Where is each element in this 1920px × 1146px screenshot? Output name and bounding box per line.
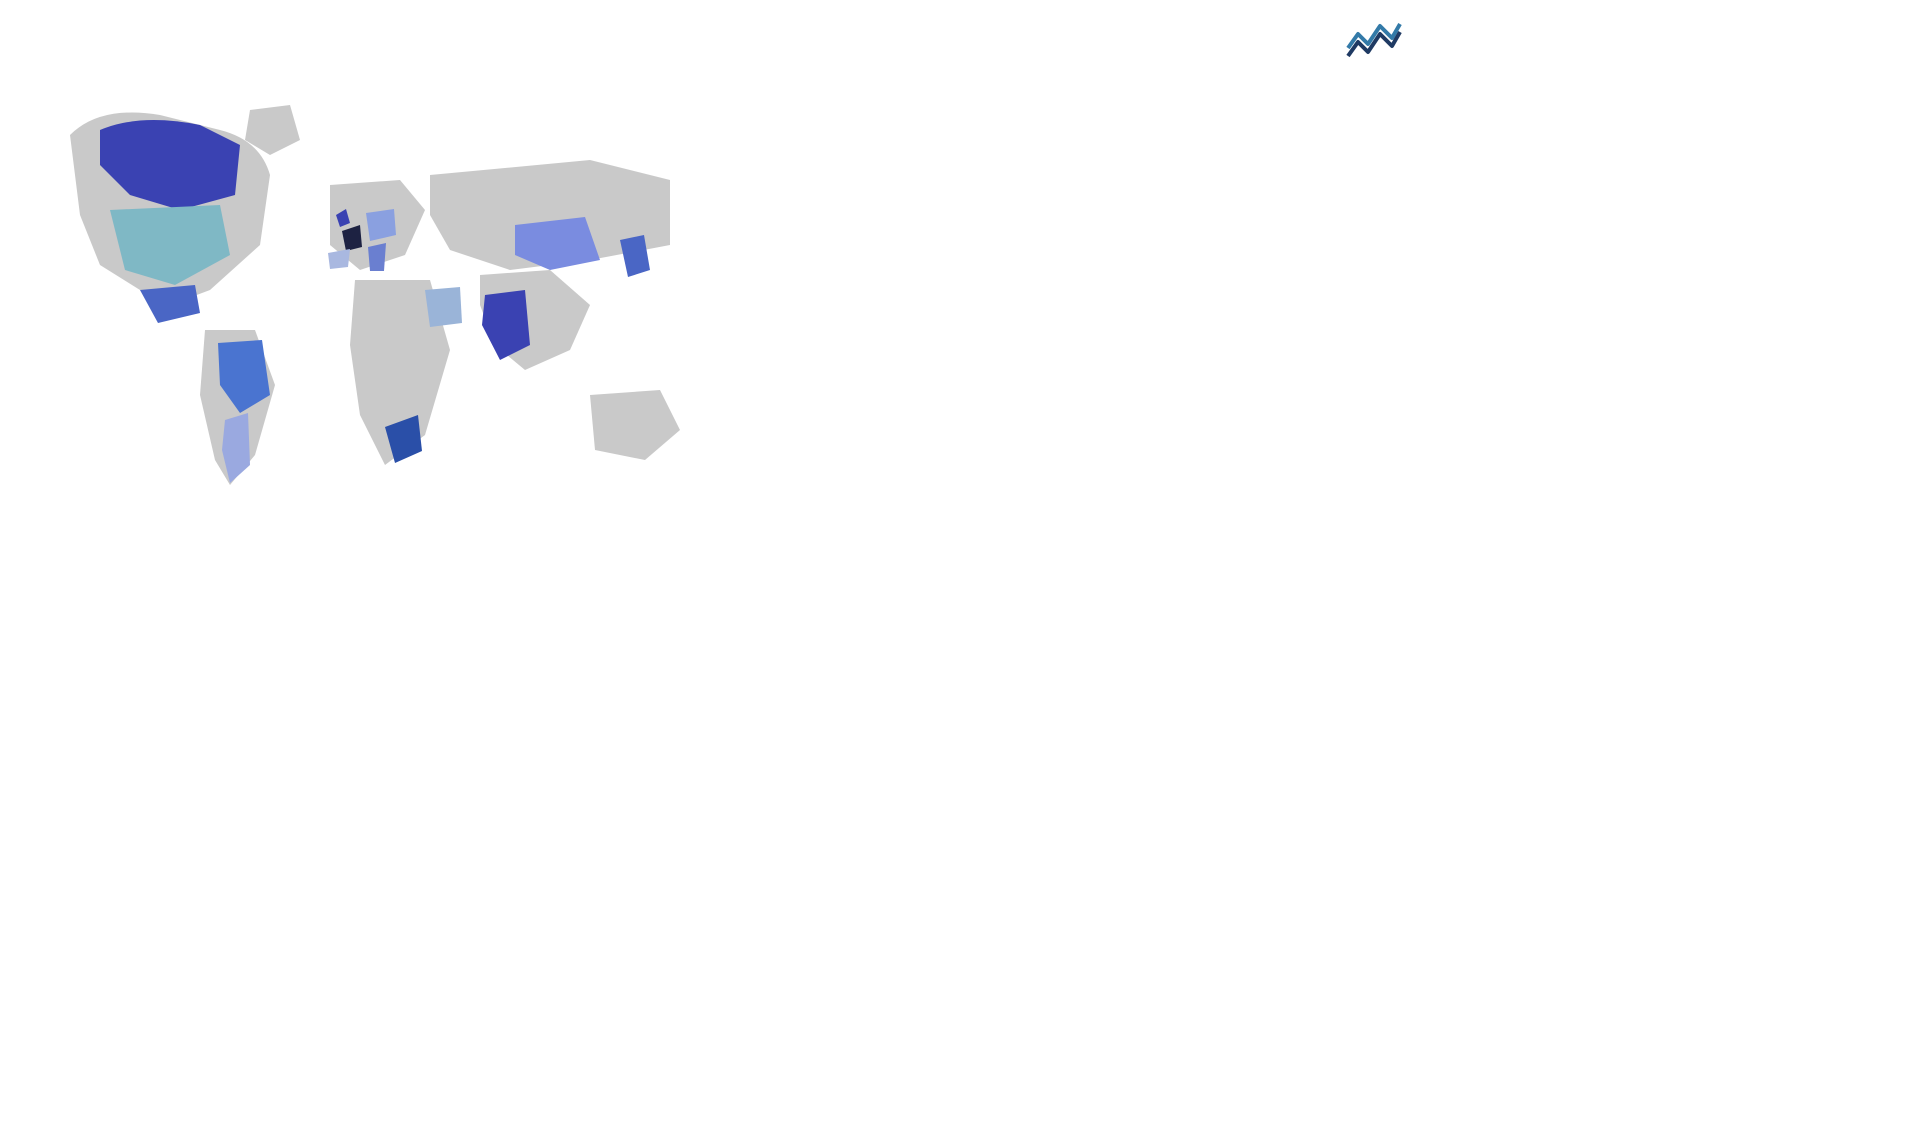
regional-section [1010,525,1410,743]
logo-icon [1346,16,1402,60]
world-map [30,95,710,495]
segmentation-section [30,525,450,773]
growth-chart-svg [750,100,1410,480]
regional-donut [1010,533,1220,743]
growth-chart [750,100,1410,480]
logo [1346,16,1410,60]
segmentation-chart [30,533,290,773]
world-map-svg [30,95,710,495]
keyplayers-section [470,525,990,531]
